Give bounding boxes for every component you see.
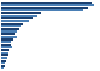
Bar [1,17,33,19]
Bar [1,38,13,41]
Bar [1,67,4,69]
Bar [1,9,83,12]
Bar [1,12,41,14]
Bar [1,49,9,51]
Bar [1,59,6,62]
Bar [1,23,23,25]
Bar [1,41,11,43]
Bar [1,54,8,56]
Bar [1,33,15,35]
Bar [1,44,11,46]
Bar [1,62,5,64]
Bar [1,52,8,54]
Bar [1,46,12,48]
Bar [1,2,92,4]
Bar [1,20,29,22]
Bar [1,65,5,67]
Bar [1,7,88,9]
Bar [1,25,21,27]
Bar [1,57,7,59]
Bar [1,15,37,17]
Bar [1,30,17,33]
Bar [1,36,17,38]
Bar [1,4,94,6]
Bar [1,28,19,30]
